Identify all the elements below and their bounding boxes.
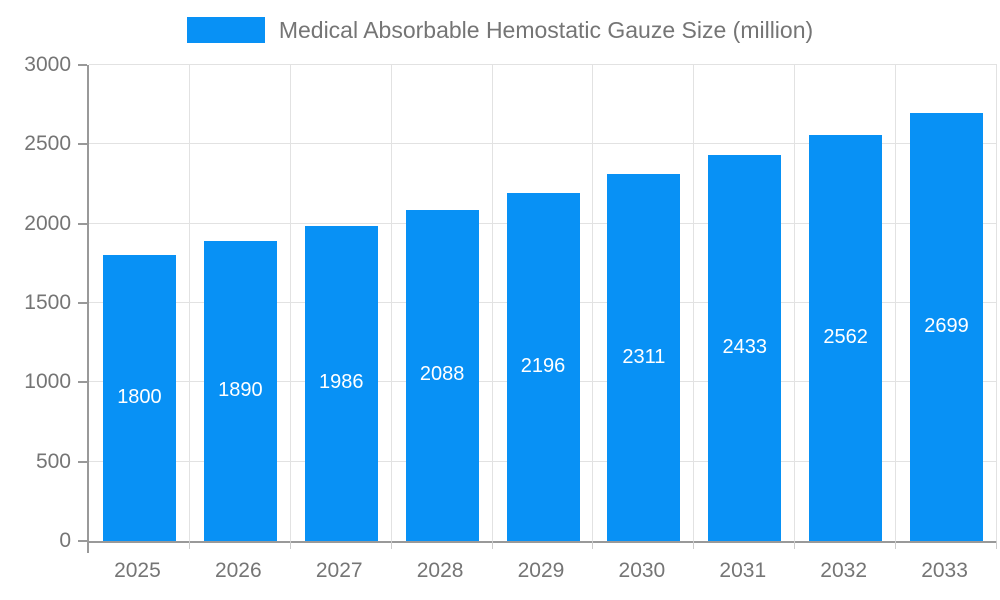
bar-2030[interactable] [607,174,681,541]
x-tick-label-2027: 2027 [315,559,363,582]
y-tick-mark [78,302,87,304]
plot-area: 1800 1890 1986 2088 2196 2311 2433 2562 2699 [87,64,997,543]
y-tick-mark [78,222,87,225]
y-tick-label: 3000 [24,53,71,76]
x-gridline [189,65,190,541]
x-tick-mark [996,541,997,549]
x-tick-mark [492,541,493,549]
x-axis-origin-tick [87,541,89,553]
x-gridline [592,65,593,541]
bar-2032[interactable] [809,134,883,541]
x-tick-label-2026: 2026 [214,559,262,582]
x-gridline [391,65,392,541]
x-tick-label-2029: 2029 [517,559,565,582]
y-tick-mark [78,540,87,542]
bar-2027[interactable] [304,225,378,541]
bar-2028[interactable] [405,209,479,541]
y-tick-mark [78,460,87,463]
y-gridline [89,64,997,65]
bar-2026[interactable] [203,241,277,541]
bar-2031[interactable] [708,154,782,541]
y-tick-mark [78,143,87,146]
x-tick-label-2033: 2033 [921,559,968,582]
x-tick-mark [794,541,795,549]
y-tick-label: 2500 [24,132,71,156]
x-gridline [693,65,694,541]
bar-2025[interactable] [102,255,176,541]
x-tick-mark [290,541,291,549]
y-tick-label: 0 [59,529,71,552]
x-tick-label-2028: 2028 [416,559,464,582]
y-tick-mark [78,64,87,66]
x-gridline [290,65,291,541]
x-gridline [492,65,493,541]
chart-legend[interactable]: Medical Absorbable Hemostatic Gauze Size… [0,17,1000,43]
y-tick-label: 500 [35,449,71,473]
y-tick-label: 2000 [24,211,71,235]
x-gridline [996,65,997,541]
x-tick-label-2032: 2032 [820,559,868,582]
y-gridline [89,143,997,145]
x-tick-mark [895,541,896,549]
x-tick-mark [189,541,190,549]
y-tick-label: 1500 [24,291,71,314]
x-tick-label-2025: 2025 [114,559,161,582]
x-tick-mark [592,541,593,549]
y-tick-mark [78,381,87,384]
legend-label: Medical Absorbable Hemostatic Gauze Size… [278,17,814,43]
y-tick-label: 1000 [24,370,71,394]
x-tick-label-2030: 2030 [618,559,666,582]
x-tick-label-2031: 2031 [719,559,767,582]
legend-swatch[interactable] [186,17,265,43]
x-gridline [794,65,795,541]
x-tick-mark [391,541,392,549]
x-tick-mark [693,541,694,549]
bar-2033[interactable] [910,112,984,541]
bar-2029[interactable] [506,192,580,541]
x-gridline [895,65,896,541]
